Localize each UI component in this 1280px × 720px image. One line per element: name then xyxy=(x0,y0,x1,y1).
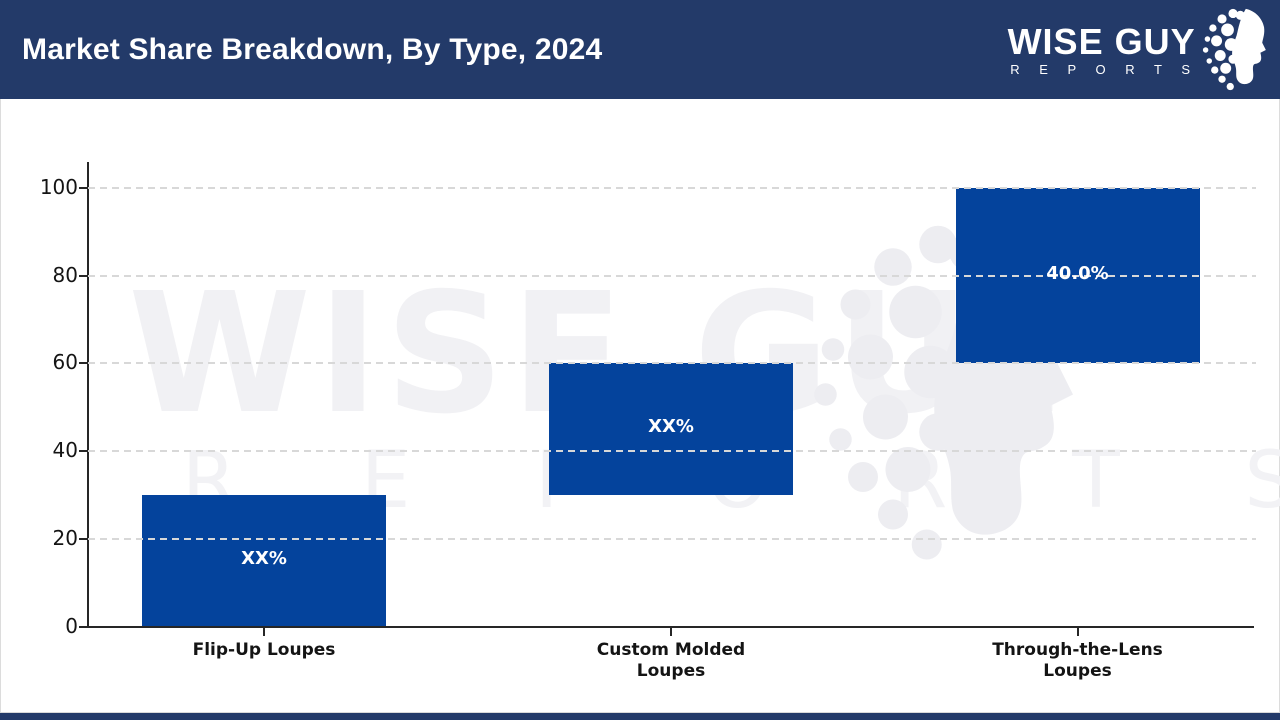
y-tick-mark-0 xyxy=(79,625,88,628)
y-tick-label-0: 0 xyxy=(65,613,78,638)
y-tick-label-100: 100 xyxy=(39,175,78,199)
x-tick-mark-1 xyxy=(670,627,672,636)
y-tick-mark-20 xyxy=(79,537,88,540)
footer-bar xyxy=(0,713,1280,720)
logo-subtitle: R E P O R T S xyxy=(1010,62,1198,78)
logo-wordmark: WISE GUY xyxy=(1007,20,1196,62)
gridline-60 xyxy=(88,362,1256,365)
header-bar: Market Share Breakdown, By Type, 2024 WI… xyxy=(0,0,1280,99)
bar-value-label-2: 40.0% xyxy=(1046,262,1109,284)
gridline-100 xyxy=(88,187,1256,189)
x-category-label-1: Custom Molded Loupes xyxy=(596,640,746,682)
footer-divider xyxy=(0,712,1280,713)
y-tick-label-60: 60 xyxy=(52,350,78,375)
y-tick-label-40: 40 xyxy=(52,438,78,463)
y-tick-label-20: 20 xyxy=(52,525,78,550)
gridline-20 xyxy=(88,537,1256,540)
gridline-80 xyxy=(88,274,1256,277)
chart-title: Market Share Breakdown, By Type, 2024 xyxy=(22,32,603,66)
x-category-label-0: Flip-Up Loupes xyxy=(192,640,336,660)
bar-0 xyxy=(142,494,386,627)
x-category-label-2: Through-the-Lens Loupes xyxy=(992,640,1163,682)
bar-1 xyxy=(549,363,793,495)
x-tick-mark-0 xyxy=(263,627,265,636)
gridline-40 xyxy=(88,450,1256,453)
y-tick-mark-100 xyxy=(79,187,88,189)
x-tick-mark-2 xyxy=(1076,627,1079,636)
logo-text: WISE GUY R E P O R T S xyxy=(1005,20,1198,78)
y-tick-mark-60 xyxy=(79,362,88,365)
y-tick-mark-40 xyxy=(79,450,88,453)
bar-value-label-0: XX% xyxy=(241,547,287,569)
bar-value-label-1: XX% xyxy=(648,416,694,438)
wise-guy-reports-logo: WISE GUY R E P O R T S xyxy=(1005,4,1266,96)
y-tick-label-80: 80 xyxy=(52,262,78,287)
y-axis-spine xyxy=(87,162,89,628)
logo-face-icon xyxy=(1200,8,1266,92)
y-tick-mark-80 xyxy=(79,274,88,277)
